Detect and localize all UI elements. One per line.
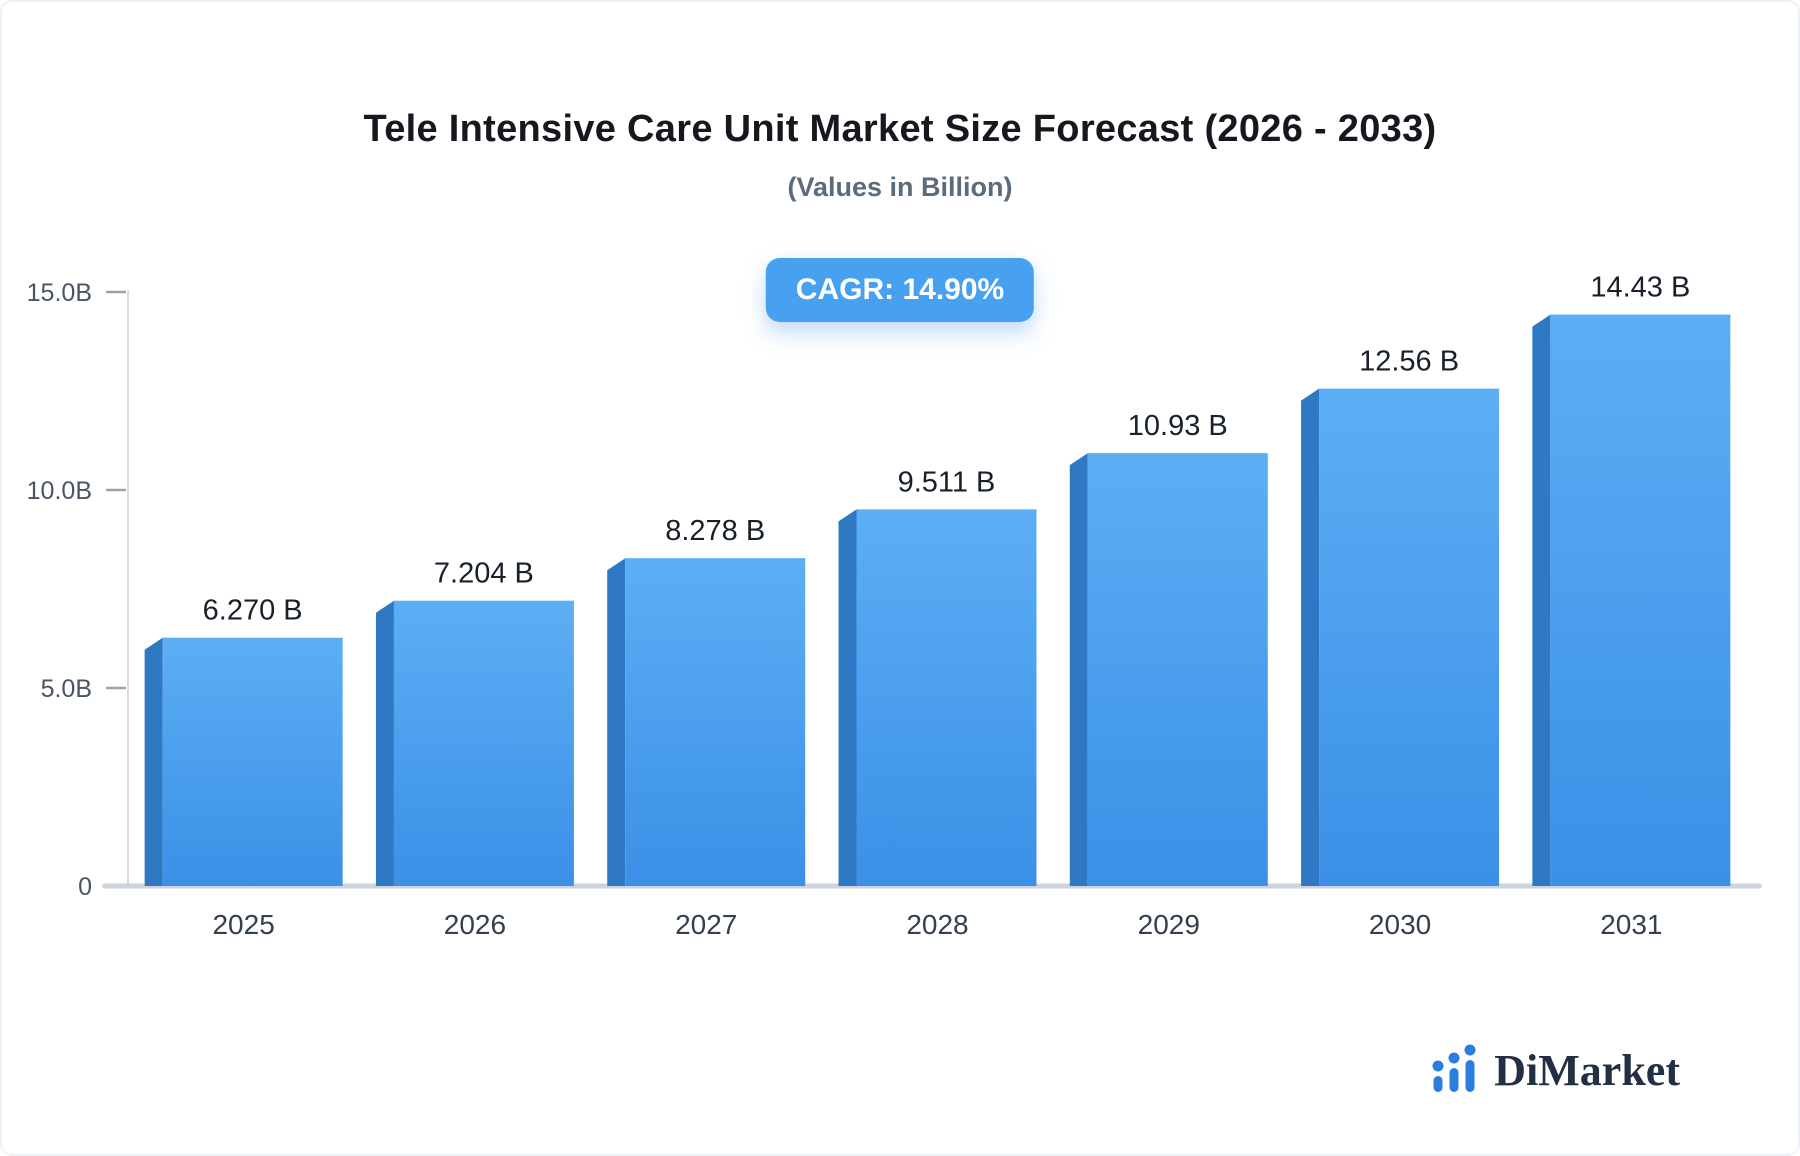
bar-side <box>607 558 626 886</box>
bar <box>856 509 1037 886</box>
chart-title: Tele Intensive Care Unit Market Size For… <box>363 108 1437 150</box>
bar-value-label: 8.278 B <box>665 515 765 547</box>
bar <box>162 637 343 886</box>
bar <box>393 600 574 886</box>
y-tick-label: 15.0B <box>27 279 92 307</box>
x-axis-label: 2029 <box>1138 909 1200 940</box>
y-tick-label: 5.0B <box>41 675 92 703</box>
brand-logo: DiMarket <box>1428 1044 1680 1096</box>
y-tick-label: 10.0B <box>27 477 92 505</box>
bar-value-label: 12.56 B <box>1359 346 1459 378</box>
chart-subtitle: (Values in Billion) <box>787 172 1013 202</box>
dimarket-icon <box>1432 1044 1476 1092</box>
bar-value-label: 9.511 B <box>898 466 996 498</box>
bar <box>1319 388 1500 886</box>
bar-side <box>838 509 857 886</box>
bar-value-label: 10.93 B <box>1128 410 1228 442</box>
y-tick-label: 0 <box>78 873 92 901</box>
bar-value-label: 14.43 B <box>1590 272 1690 304</box>
x-axis-label: 2025 <box>212 909 274 940</box>
cagr-badge: CAGR: 14.90% <box>765 258 1035 322</box>
x-axis-label: 2030 <box>1369 909 1431 940</box>
x-axis-label: 2031 <box>1600 909 1662 940</box>
bar-side <box>375 600 394 886</box>
bar <box>625 558 806 886</box>
bar-side <box>1532 314 1551 886</box>
brand-name: DiMarket <box>1494 1045 1680 1095</box>
bar-side <box>1301 388 1320 886</box>
x-axis-label: 2028 <box>906 909 968 940</box>
x-axis-label: 2026 <box>444 909 506 940</box>
bar-side <box>1069 453 1088 886</box>
bar-side <box>144 637 163 886</box>
bar-value-label: 6.270 B <box>203 595 303 627</box>
bar <box>1550 314 1731 886</box>
bar <box>1087 453 1268 886</box>
x-axis-label: 2027 <box>675 909 737 940</box>
bar-value-label: 7.204 B <box>434 558 534 590</box>
